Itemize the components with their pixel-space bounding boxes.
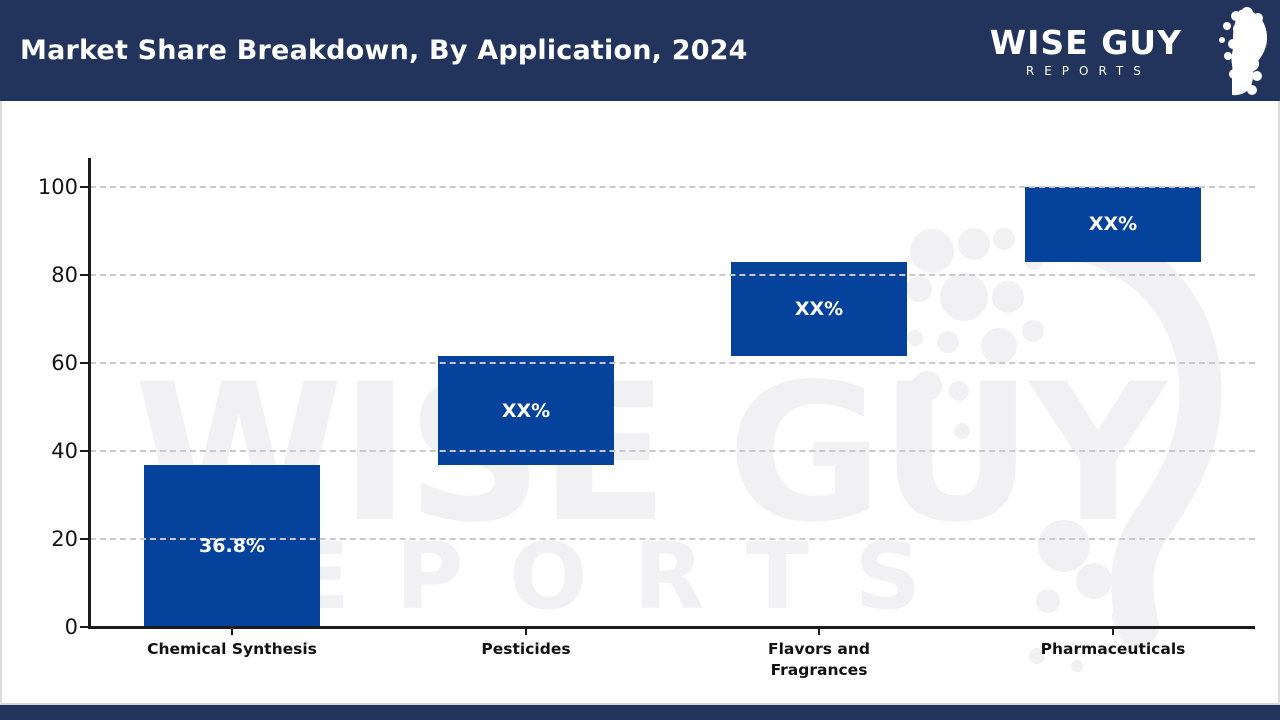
- chart-canvas: WISE GUY REPORTS 0 20 40 60 80 100 36.8% Chemic…: [0, 101, 1280, 705]
- y-axis-tick: [80, 186, 88, 188]
- gridline: [90, 538, 1255, 540]
- bar-value-label: 36.8%: [199, 535, 265, 558]
- y-axis-tick: [80, 362, 88, 364]
- x-axis-tick: [525, 627, 527, 635]
- x-axis-tick: [818, 627, 820, 635]
- y-axis-tick-label: 20: [51, 527, 78, 551]
- y-axis-spine: [88, 158, 91, 629]
- header-bar: Market Share Breakdown, By Application, …: [0, 0, 1280, 101]
- x-axis-category-label-line: Flavors and: [768, 640, 870, 658]
- page-title: Market Share Breakdown, By Application, …: [20, 35, 748, 66]
- y-axis-tick-label: 100: [37, 175, 78, 199]
- y-axis-tick-label: 0: [64, 615, 78, 639]
- x-axis-category-label-line: Pesticides: [481, 640, 571, 658]
- bar-value-label: XX%: [1088, 213, 1138, 236]
- x-axis-tick: [231, 627, 233, 635]
- x-axis-category-label-line: Fragrances: [770, 661, 868, 679]
- y-axis-tick: [80, 538, 88, 540]
- bar-value-label: XX%: [794, 297, 844, 320]
- x-axis-category-label: Pharmaceuticals: [968, 639, 1258, 660]
- y-axis-tick: [80, 626, 88, 628]
- y-axis-tick: [80, 274, 88, 276]
- bar-segment: [144, 465, 320, 627]
- y-axis-tick: [80, 450, 88, 452]
- bar-value-label: XX%: [501, 399, 551, 422]
- gridline: [90, 274, 1255, 276]
- footer-bar: [0, 705, 1280, 720]
- x-axis-category-label: Pesticides: [381, 639, 671, 660]
- x-axis-tick: [1112, 627, 1114, 635]
- plot-region: 0 20 40 60 80 100 36.8% Chemical Synthesis XX% Pe…: [2, 101, 1280, 703]
- logo-text: WISE GUY REPORTS: [989, 22, 1182, 78]
- logo-wordmark: WISE GUY: [989, 22, 1182, 62]
- y-axis-tick-label: 60: [51, 351, 78, 375]
- logo-subtitle: REPORTS: [1025, 63, 1151, 78]
- gridline: [90, 186, 1255, 188]
- y-axis-tick-label: 80: [51, 263, 78, 287]
- gridline: [90, 362, 1255, 364]
- logo-face-icon: [1219, 7, 1268, 96]
- gridline: [90, 450, 1255, 452]
- x-axis-category-label-line: Chemical Synthesis: [147, 640, 317, 658]
- bar-segment: [731, 261, 907, 356]
- bar-segment: [438, 355, 614, 466]
- y-axis-tick-label: 40: [51, 439, 78, 463]
- x-axis-category-label: Chemical Synthesis: [87, 639, 377, 660]
- x-axis-spine: [88, 626, 1255, 629]
- bar-segment: [1025, 187, 1201, 262]
- wise-guy-logo: WISE GUY REPORTS: [990, 6, 1270, 96]
- x-axis-category-label-line: Pharmaceuticals: [1040, 640, 1186, 658]
- x-axis-category-label: Flavors and Fragrances: [674, 639, 964, 681]
